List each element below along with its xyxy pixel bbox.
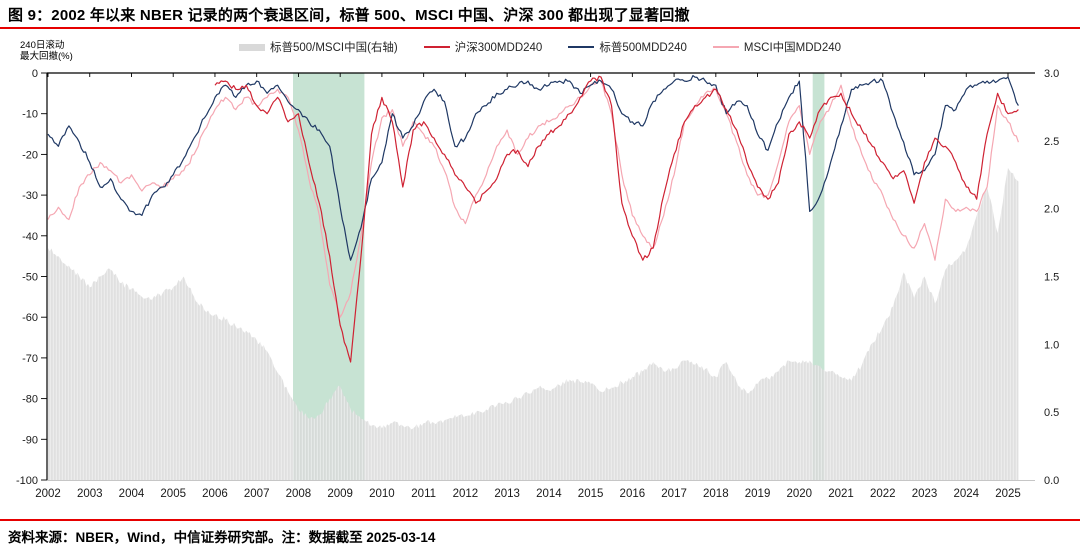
- x-tick-label: 2013: [494, 488, 520, 500]
- footer-rule: [0, 519, 1080, 521]
- y-left-tick-label: -20: [22, 149, 38, 161]
- y-axis-title: 240日滚动 最大回撤(%): [20, 40, 73, 62]
- y-left-tick-label: -40: [22, 231, 38, 243]
- y-axis-title-line1: 240日滚动: [20, 40, 65, 51]
- axes: 2002 2003 2004 2005 2006 2007 2008 2009 2010 2011…: [16, 68, 1059, 500]
- x-tick-label: 2011: [411, 488, 436, 500]
- y-left-tick-label: -100: [16, 475, 38, 487]
- y-left-tick-label: -10: [22, 109, 38, 121]
- x-tick-label: 2014: [536, 488, 562, 500]
- legend-swatch-line: [568, 46, 595, 48]
- y-right-tick-label: 1.5: [1044, 272, 1059, 284]
- y-left-tick-label: -50: [22, 272, 38, 284]
- legend-label: 标普500/MSCI中国(右轴): [269, 42, 398, 54]
- x-tick-label: 2015: [578, 488, 604, 500]
- x-tick-label: 2003: [77, 488, 103, 500]
- x-tick-label: 2024: [953, 488, 979, 500]
- x-tick-label: 2025: [995, 488, 1021, 500]
- recession-band-2: [812, 73, 825, 480]
- y-right-tick-label: 2.0: [1044, 204, 1059, 216]
- y-right-tick-label: 2.5: [1044, 136, 1059, 148]
- legend-swatch-line: [423, 46, 450, 48]
- legend-item-1: 沪深300MDD240: [423, 39, 543, 55]
- y-right-tick-label: 0.5: [1044, 407, 1059, 419]
- y-left-tick-label: -30: [22, 190, 38, 202]
- legend-item-2: 标普500MDD240: [568, 39, 687, 55]
- legend-label: 标普500MDD240: [599, 42, 687, 54]
- x-tick-label: 2006: [202, 488, 228, 500]
- y-right-tick-label: 3.0: [1044, 68, 1059, 80]
- series-line-沪深300MDD240: [214, 75, 1019, 363]
- x-tick-label: 2022: [870, 488, 896, 500]
- series-line-标普500MDD240: [47, 75, 1019, 261]
- legend-label: MSCI中国MDD240: [743, 42, 842, 54]
- y-axis-title-line2: 最大回撤(%): [20, 51, 73, 62]
- title-rule: [0, 27, 1080, 29]
- y-left-tick-label: -80: [22, 394, 38, 406]
- x-tick-label: 2009: [327, 488, 353, 500]
- series-line-MSCI中国MDD240: [47, 79, 1019, 318]
- legend-item-0: 标普500/MSCI中国(右轴): [238, 39, 398, 55]
- x-tick-label: 2020: [787, 488, 813, 500]
- legend: 标普500/MSCI中国(右轴) 沪深300MDD240 标普500MDD240 MS…: [0, 39, 1080, 55]
- y-right-tick-label: 0.0: [1044, 475, 1059, 487]
- x-tick-label: 2004: [119, 488, 145, 500]
- legend-label: 沪深300MDD240: [454, 42, 543, 54]
- legend-swatch-bar: [238, 43, 265, 51]
- y-left-tick-label: -90: [22, 434, 38, 446]
- x-tick-label: 2005: [160, 488, 186, 500]
- x-tick-label: 2017: [661, 488, 687, 500]
- x-tick-label: 2016: [620, 488, 646, 500]
- y-left-tick-label: 0: [32, 68, 38, 80]
- x-tick-label: 2019: [745, 488, 771, 500]
- x-tick-label: 2021: [828, 488, 854, 500]
- x-tick-label: 2008: [286, 488, 312, 500]
- x-tick-label: 2002: [35, 488, 61, 500]
- x-tick-label: 2010: [369, 488, 395, 500]
- x-tick-label: 2012: [453, 488, 479, 500]
- x-tick-label: 2023: [912, 488, 938, 500]
- series-area-ratio-texture: [48, 168, 1019, 480]
- legend-swatch-line: [712, 46, 739, 48]
- figure-title: 图 9：2002 年以来 NBER 记录的两个衰退区间，标普 500、MSCI …: [8, 7, 690, 24]
- x-tick-label: 2007: [244, 488, 270, 500]
- y-left-tick-label: -60: [22, 312, 38, 324]
- source-note: 资料来源：NBER，Wind，中信证券研究部。注：数据截至 2025-03-14: [8, 530, 436, 545]
- x-tick-label: 2018: [703, 488, 729, 500]
- y-right-tick-label: 1.0: [1044, 339, 1059, 351]
- y-left-tick-label: -70: [22, 353, 38, 365]
- legend-item-3: MSCI中国MDD240: [712, 39, 842, 55]
